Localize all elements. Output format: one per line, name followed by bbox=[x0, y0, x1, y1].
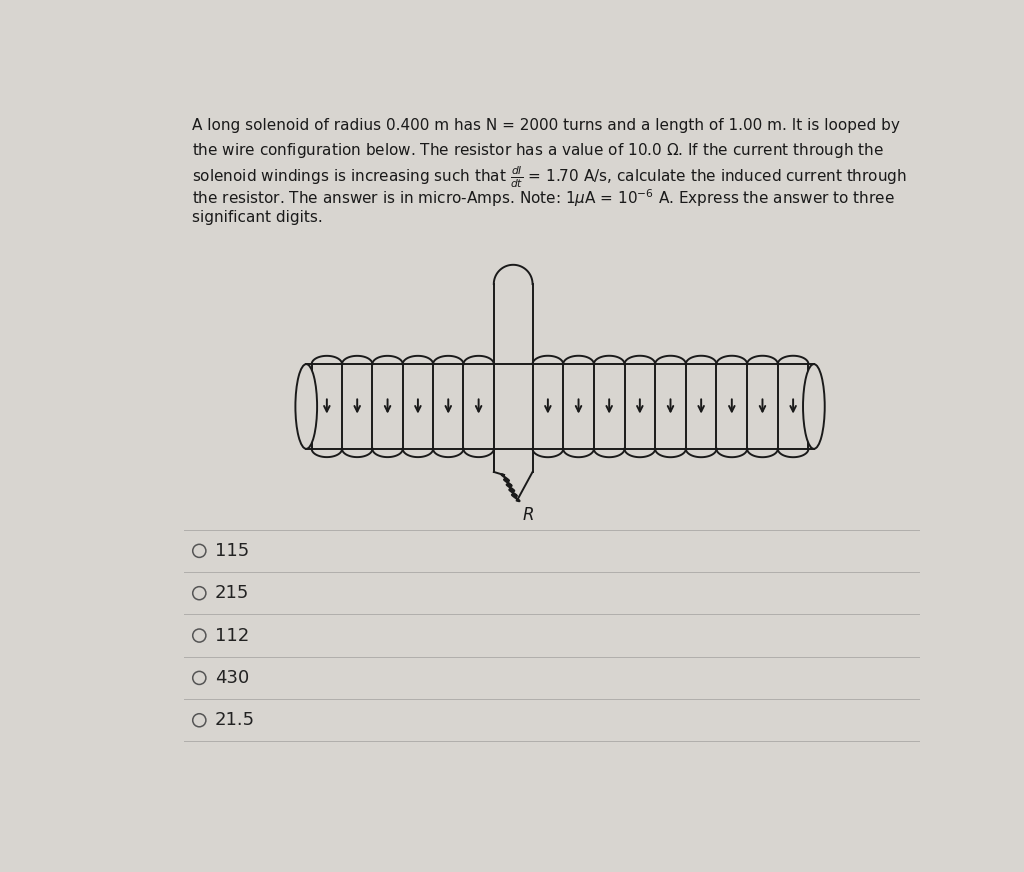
Text: $R$: $R$ bbox=[521, 506, 534, 524]
Text: the resistor. The answer is in micro-Amps. Note: 1$\mu$A = 10$^{-6}$ A. Express : the resistor. The answer is in micro-Amp… bbox=[191, 187, 894, 208]
Text: 430: 430 bbox=[215, 669, 249, 687]
Text: 112: 112 bbox=[215, 627, 249, 644]
Text: 215: 215 bbox=[215, 584, 249, 603]
Ellipse shape bbox=[803, 364, 824, 449]
Text: the wire configuration below. The resistor has a value of 10.0 $\Omega$. If the : the wire configuration below. The resist… bbox=[191, 141, 884, 160]
Text: solenoid windings is increasing such that $\frac{dI}{dt}$ = 1.70 A/s, calculate : solenoid windings is increasing such tha… bbox=[191, 164, 906, 189]
Text: 115: 115 bbox=[215, 542, 249, 560]
Ellipse shape bbox=[295, 364, 317, 449]
Text: A long solenoid of radius 0.400 m has N = 2000 turns and a length of 1.00 m. It : A long solenoid of radius 0.400 m has N … bbox=[191, 118, 899, 133]
Text: 21.5: 21.5 bbox=[215, 712, 255, 729]
Text: significant digits.: significant digits. bbox=[191, 210, 323, 225]
